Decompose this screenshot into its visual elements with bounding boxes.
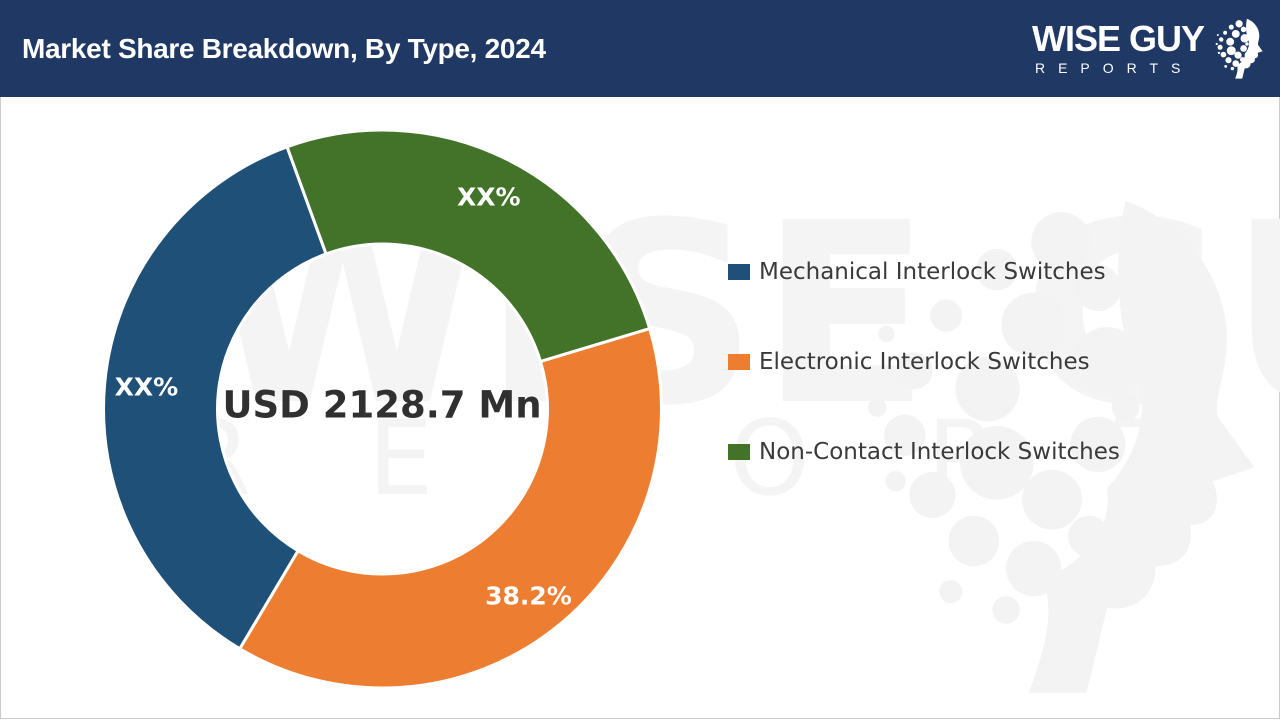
- brand-face-icon: [1215, 18, 1263, 79]
- legend-label: Non-Contact Interlock Switches: [759, 439, 1120, 465]
- page-title: Market Share Breakdown, By Type, 2024: [22, 32, 546, 64]
- legend-swatch-electronic: [728, 354, 750, 370]
- legend-swatch-non-contact: [728, 444, 750, 460]
- face-shape: [1215, 18, 1263, 79]
- brand-subtitle: REPORTS: [1034, 60, 1194, 76]
- brand-logo: WISE GUY REPORTS: [1032, 5, 1266, 93]
- legend-swatch-mechanical: [728, 264, 750, 280]
- legend-label: Mechanical Interlock Switches: [759, 259, 1106, 285]
- header: Market Share Breakdown, By Type, 2024 WI…: [0, 0, 1280, 97]
- legend: Mechanical Interlock Switches Electronic…: [728, 258, 1120, 466]
- chart-center-value: USD 2128.7 Mn: [222, 383, 542, 427]
- legend-label: Electronic Interlock Switches: [759, 349, 1090, 375]
- legend-item-electronic: Electronic Interlock Switches: [728, 348, 1120, 376]
- legend-item-mechanical: Mechanical Interlock Switches: [728, 258, 1120, 286]
- brand-name: WISE GUY: [1031, 18, 1205, 59]
- brand-logo-text: WISE GUY REPORTS: [1031, 18, 1205, 77]
- legend-item-non-contact: Non-Contact Interlock Switches: [728, 438, 1120, 466]
